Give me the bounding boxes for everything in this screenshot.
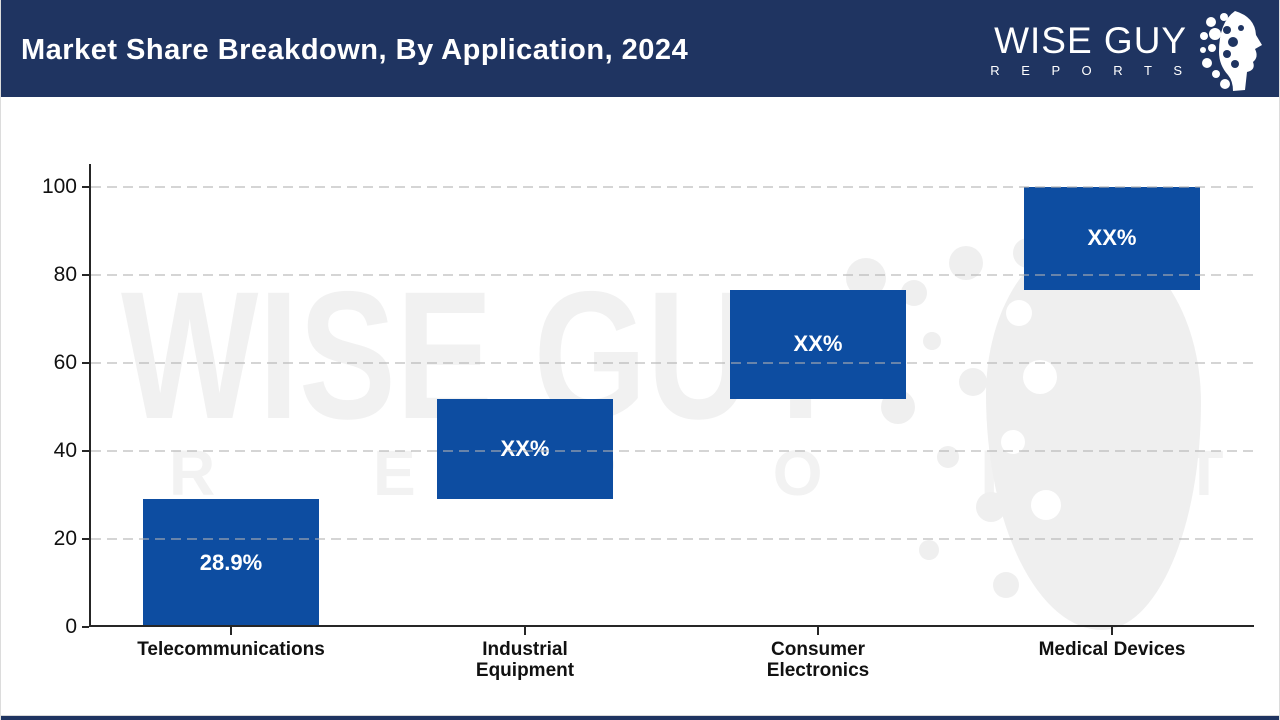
y-tick-20: 20: [53, 526, 77, 550]
x-axis-line: [89, 625, 1254, 627]
y-tick-40: 40: [53, 438, 77, 462]
bar-value-label: 28.9%: [199, 549, 263, 575]
bar-telecommunications: 28.9%: [143, 499, 319, 627]
y-tick-80: 80: [53, 262, 77, 286]
chart-title: Market Share Breakdown, By Application, …: [21, 34, 689, 66]
bar-industrial-equipment: XX%: [437, 398, 613, 500]
x-label-consumer-electronics: Consumer Electronics: [766, 639, 870, 681]
bar-value-label: XX%: [1087, 225, 1137, 251]
bar-value-label: XX%: [500, 436, 550, 462]
logo-sub-text: R E P O R T S: [990, 62, 1191, 78]
y-tick-100: 100: [41, 175, 77, 198]
x-label-medical-devices: Medical Devices: [1038, 639, 1186, 660]
y-axis-line: [89, 164, 91, 627]
y-tick-0: 0: [65, 614, 77, 638]
bar-consumer-electronics: XX%: [730, 289, 906, 399]
wise-guy-logo: WISE GUY R E P O R T S: [990, 6, 1263, 92]
header-bar: Market Share Breakdown, By Application, …: [1, 0, 1279, 97]
y-tick-60: 60: [53, 350, 77, 374]
x-label-telecommunications: Telecommunications: [137, 639, 325, 660]
footer-bar: [1, 716, 1279, 720]
logo-name-text: WISE GUY: [994, 20, 1188, 61]
bottom-divider: [1, 715, 1279, 716]
bar-value-label: XX%: [793, 331, 843, 357]
logo-face-icon: [1200, 11, 1262, 91]
x-label-industrial-equipment: Industrial Equipment: [475, 639, 575, 681]
bar-medical-devices: XX%: [1024, 187, 1200, 290]
